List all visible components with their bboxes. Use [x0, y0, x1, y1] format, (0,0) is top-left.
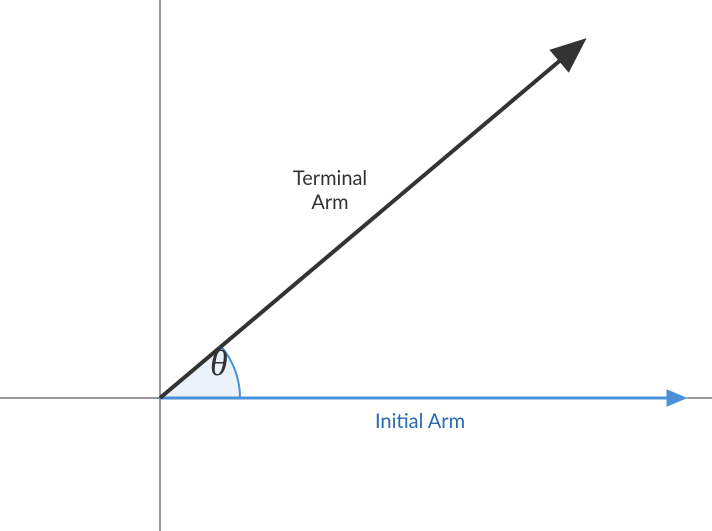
initial-arm-label: Initial Arm: [375, 409, 465, 433]
terminal-arm-label: TerminalArm: [293, 166, 367, 214]
angle-diagram: θ TerminalArm Initial Arm: [0, 0, 712, 531]
theta-label: θ: [210, 343, 228, 383]
